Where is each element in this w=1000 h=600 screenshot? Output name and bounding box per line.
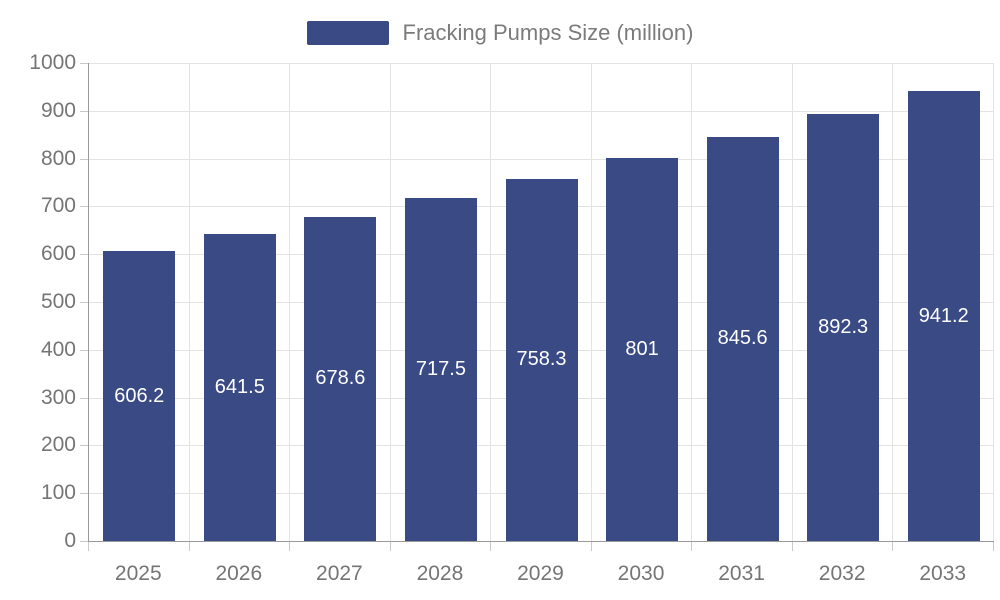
v-gridline bbox=[792, 63, 793, 541]
x-tick-mark bbox=[289, 542, 290, 551]
v-gridline bbox=[993, 63, 994, 541]
plot-area: 606.2 641.5 678.6 717.5 758.3 801 845.6 892.3 94… bbox=[88, 63, 994, 542]
bar[interactable]: 801 bbox=[606, 158, 679, 541]
y-tick-label: 200 bbox=[40, 433, 76, 457]
bar-value-label: 941.2 bbox=[918, 304, 969, 327]
y-tick-mark bbox=[80, 158, 88, 160]
x-tick-mark bbox=[792, 542, 793, 551]
x-tick-mark bbox=[993, 542, 994, 551]
y-tick-mark bbox=[80, 110, 88, 112]
bar-value-label: 717.5 bbox=[415, 358, 466, 381]
bar-value-label: 678.6 bbox=[315, 367, 366, 390]
x-tick-mark bbox=[591, 542, 592, 551]
h-gridline bbox=[89, 158, 994, 160]
v-gridline bbox=[490, 63, 491, 541]
bar-value-label: 641.5 bbox=[214, 376, 265, 399]
y-tick-mark bbox=[80, 302, 88, 303]
x-tick-mark bbox=[88, 542, 89, 551]
y-tick-mark bbox=[80, 254, 88, 256]
bar[interactable]: 892.3 bbox=[807, 114, 880, 541]
y-tick-label: 0 bbox=[64, 529, 76, 552]
y-tick-mark bbox=[80, 541, 88, 542]
y-tick-label: 100 bbox=[40, 481, 76, 505]
bar[interactable]: 941.2 bbox=[907, 91, 980, 541]
x-tick-label: 2025 bbox=[114, 562, 162, 585]
v-gridline bbox=[591, 63, 592, 541]
legend[interactable]: Fracking Pumps Size (million) bbox=[0, 20, 1000, 46]
y-tick-label: 700 bbox=[40, 194, 76, 218]
v-gridline bbox=[289, 63, 290, 541]
y-tick-label: 800 bbox=[40, 146, 76, 170]
legend-label: Fracking Pumps Size (million) bbox=[402, 20, 694, 45]
x-tick-label: 2026 bbox=[215, 562, 263, 585]
bar[interactable]: 758.3 bbox=[505, 178, 578, 541]
x-tick-mark bbox=[490, 542, 491, 551]
bar[interactable]: 717.5 bbox=[404, 198, 477, 541]
x-tick-label: 2031 bbox=[718, 562, 765, 585]
bar[interactable]: 606.2 bbox=[103, 251, 176, 541]
v-gridline bbox=[189, 63, 190, 541]
x-tick-label: 2028 bbox=[416, 562, 464, 585]
x-tick-label: 2029 bbox=[517, 562, 564, 585]
y-tick-mark bbox=[80, 63, 88, 64]
bar-value-label: 606.2 bbox=[114, 384, 165, 407]
y-tick-mark bbox=[80, 206, 88, 208]
bar-value-label: 801 bbox=[625, 338, 659, 361]
legend-swatch-icon bbox=[306, 21, 389, 45]
y-tick-mark bbox=[80, 349, 88, 351]
x-tick-label: 2027 bbox=[316, 562, 363, 585]
bar-value-label: 758.3 bbox=[516, 348, 567, 371]
x-tick-mark bbox=[892, 542, 893, 551]
bar[interactable]: 641.5 bbox=[203, 234, 276, 541]
y-tick-mark bbox=[80, 445, 88, 447]
v-gridline bbox=[691, 63, 692, 541]
y-tick-label: 400 bbox=[40, 337, 76, 361]
y-tick-label: 1000 bbox=[29, 51, 76, 74]
y-tick-label: 600 bbox=[40, 242, 76, 266]
y-tick-label: 500 bbox=[40, 290, 76, 313]
x-tick-mark bbox=[189, 542, 190, 551]
v-gridline bbox=[390, 63, 391, 541]
y-tick-mark bbox=[80, 397, 88, 399]
x-tick-label: 2030 bbox=[617, 562, 665, 585]
x-tick-label: 2033 bbox=[919, 562, 967, 585]
y-tick-label: 900 bbox=[40, 98, 76, 122]
bar[interactable]: 845.6 bbox=[706, 136, 779, 541]
x-tick-label: 2032 bbox=[818, 562, 866, 585]
bar-value-label: 892.3 bbox=[818, 316, 869, 339]
h-gridline bbox=[89, 63, 994, 64]
v-gridline bbox=[892, 63, 893, 541]
h-gridline bbox=[89, 110, 994, 112]
bar[interactable]: 678.6 bbox=[304, 216, 377, 541]
x-tick-mark bbox=[691, 542, 692, 551]
y-tick-label: 300 bbox=[40, 385, 76, 409]
bar-value-label: 845.6 bbox=[717, 327, 768, 350]
x-tick-mark bbox=[390, 542, 391, 551]
y-tick-mark bbox=[80, 493, 88, 495]
